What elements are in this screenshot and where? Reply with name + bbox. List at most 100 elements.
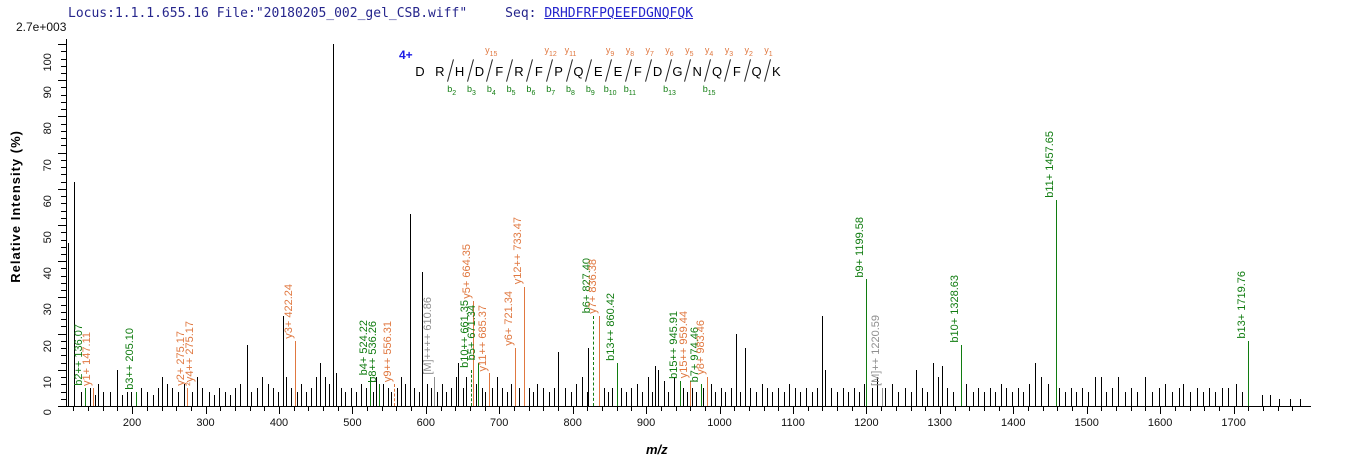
peak-line <box>365 387 367 406</box>
y-axis-tick <box>61 384 66 386</box>
y-axis-tick <box>61 275 66 277</box>
peak-line <box>436 391 438 406</box>
annotated-peak-line <box>473 301 475 406</box>
y-axis-tick <box>61 130 66 132</box>
peak-label: y1+ 147.11 <box>81 331 94 386</box>
peak-line <box>89 387 91 406</box>
peak-line <box>972 391 974 406</box>
y-axis-tick <box>61 73 66 74</box>
peak-line <box>1171 391 1173 406</box>
annotated-peak-line <box>592 315 594 406</box>
peak-line <box>1178 387 1180 406</box>
residue-letter: F <box>495 64 504 79</box>
peak-line <box>570 391 572 406</box>
residue-letter: F <box>732 64 741 79</box>
x-tick-label: 1400 <box>1001 417 1026 429</box>
x-axis-tick <box>469 407 471 411</box>
seq-label: Seq: <box>505 6 537 21</box>
peak-line <box>904 387 906 406</box>
peak-line <box>921 387 923 406</box>
peak-line <box>97 384 99 406</box>
peak-line <box>196 377 198 406</box>
residue-letter: H <box>454 64 465 79</box>
x-axis-tick <box>513 407 515 411</box>
x-axis-tick <box>807 407 809 411</box>
annotated-peak-line <box>700 384 702 406</box>
peak-line <box>837 391 838 406</box>
seq-value-link[interactable]: DRHDFRFPQEEFDGNQFQK <box>544 6 694 21</box>
x-tick-label: 1000 <box>707 417 732 429</box>
x-tick-label: 700 <box>490 417 509 429</box>
peak-line <box>989 387 991 406</box>
x-axis-tick <box>1116 407 1118 411</box>
peak-line <box>213 395 215 406</box>
peak-line <box>229 395 231 406</box>
b-ion-label: b4 <box>486 84 496 97</box>
x-axis-tick <box>205 407 207 414</box>
x-axis-tick <box>1218 407 1220 411</box>
y-axis-line <box>66 39 67 407</box>
y-axis-tick <box>58 225 66 226</box>
peak-line <box>296 391 298 406</box>
peak-line <box>491 387 493 406</box>
residue-letter: Q <box>573 64 584 79</box>
y-tick-label: 20 <box>42 339 54 352</box>
peak-line <box>475 384 477 406</box>
x-axis-tick <box>602 407 604 411</box>
y-tick-label: 70 <box>42 158 54 171</box>
peak-line <box>387 387 389 406</box>
peak-line <box>586 391 588 406</box>
x-axis-tick <box>352 407 354 414</box>
peak-line <box>1165 384 1167 406</box>
peak-line <box>927 391 929 406</box>
peak-line <box>1228 387 1230 406</box>
x-tick-label: 1100 <box>781 417 805 429</box>
residue-letter: D <box>652 64 663 79</box>
peak-line <box>246 344 248 406</box>
y-axis-tick <box>61 246 66 248</box>
x-tick-label: 500 <box>343 417 362 429</box>
peak-line <box>171 387 173 406</box>
residue-letter: E <box>593 64 603 79</box>
peak-line <box>817 387 819 406</box>
x-axis-tick <box>881 407 883 411</box>
peak-line <box>519 387 521 406</box>
y-axis-tick <box>61 101 66 103</box>
peak-label: b10+ 1328.63 <box>948 274 961 343</box>
peak-line <box>218 387 220 406</box>
x-axis-tick <box>895 407 897 411</box>
peak-line <box>1076 391 1078 406</box>
peak-line <box>652 391 653 406</box>
b-ion-label: b8 <box>566 84 575 97</box>
x-axis-tick <box>1292 407 1294 411</box>
x-tick-label: 600 <box>416 417 435 429</box>
peak-line <box>497 377 498 406</box>
residue-letter: D <box>474 64 485 79</box>
residue-letter: N <box>692 64 702 79</box>
y-ion-label: y4 <box>704 45 714 58</box>
y-axis-tick <box>61 217 66 219</box>
y-axis-tick <box>61 268 66 270</box>
peak-line <box>1022 391 1024 406</box>
x-axis-tick <box>837 407 838 411</box>
x-axis-tick <box>851 407 853 411</box>
peak-line <box>315 377 317 406</box>
x-axis-tick <box>998 407 1000 411</box>
y-axis-tick <box>61 290 66 292</box>
x-axis-tick <box>1248 407 1250 411</box>
peak-line <box>1136 391 1138 406</box>
annotated-peak-line <box>379 384 380 406</box>
peak-line <box>740 391 742 406</box>
y-axis-tick <box>61 311 66 313</box>
peak-line <box>234 387 236 406</box>
peak-label: y6+ 721.34 <box>502 291 515 347</box>
peak-line <box>1290 398 1292 406</box>
x-axis-tick <box>1204 407 1206 411</box>
x-axis-tick <box>484 407 486 411</box>
peak-line <box>442 384 443 406</box>
peak-line <box>1202 391 1204 406</box>
x-tick-label: 1700 <box>1221 417 1246 429</box>
x-axis-tick <box>969 407 971 411</box>
x-axis-tick <box>1174 407 1176 411</box>
peak-line <box>1182 384 1184 406</box>
